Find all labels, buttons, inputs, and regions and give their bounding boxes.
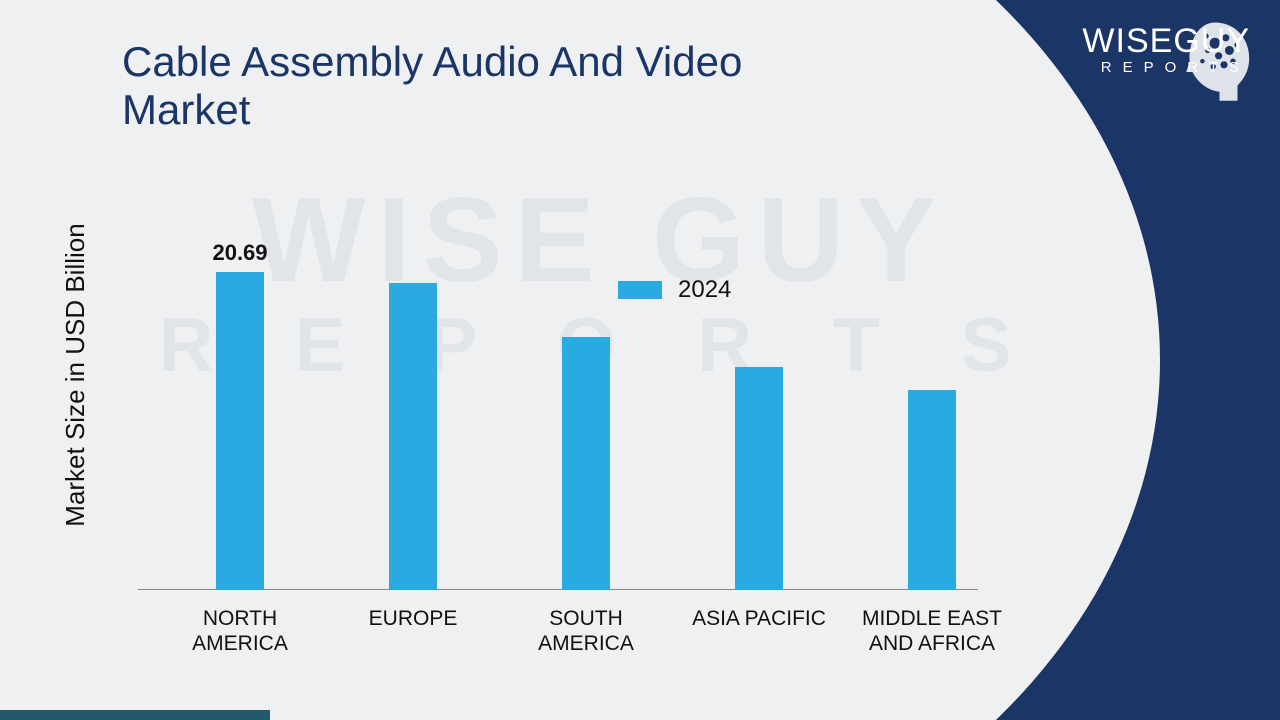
category-label: MIDDLE EAST AND AFRICA [852, 606, 1012, 656]
logo-line2: REPORTS [980, 59, 1250, 76]
bar-value-label: 20.69 [180, 240, 300, 266]
chart-title: Cable Assembly Audio And Video Market [122, 38, 822, 135]
bar [562, 337, 610, 590]
logo-line1: WISEGUY [980, 22, 1250, 61]
bar [216, 272, 264, 590]
bar [908, 390, 956, 590]
logo-word-guy: GUY [1173, 22, 1250, 60]
plot-area: 20.69NORTH AMERICAEUROPESOUTH AMERICAASI… [138, 160, 978, 590]
bottom-accent-bar [0, 710, 270, 720]
logo-word-wise: WISE [1082, 22, 1173, 60]
bar [735, 367, 783, 590]
bar-chart: Market Size in USD Billion 2024 20.69NOR… [60, 150, 990, 690]
bar [389, 283, 437, 590]
stage: WISE GUY R E P O R T S Cable Assembly Au… [0, 0, 1280, 720]
x-axis-baseline [138, 589, 978, 590]
category-label: ASIA PACIFIC [679, 606, 839, 631]
y-axis-label: Market Size in USD Billion [60, 160, 91, 590]
category-label: NORTH AMERICA [160, 606, 320, 656]
brand-logo: WISEGUY REPORTS [980, 22, 1250, 76]
category-label: SOUTH AMERICA [506, 606, 666, 656]
category-label: EUROPE [333, 606, 493, 631]
